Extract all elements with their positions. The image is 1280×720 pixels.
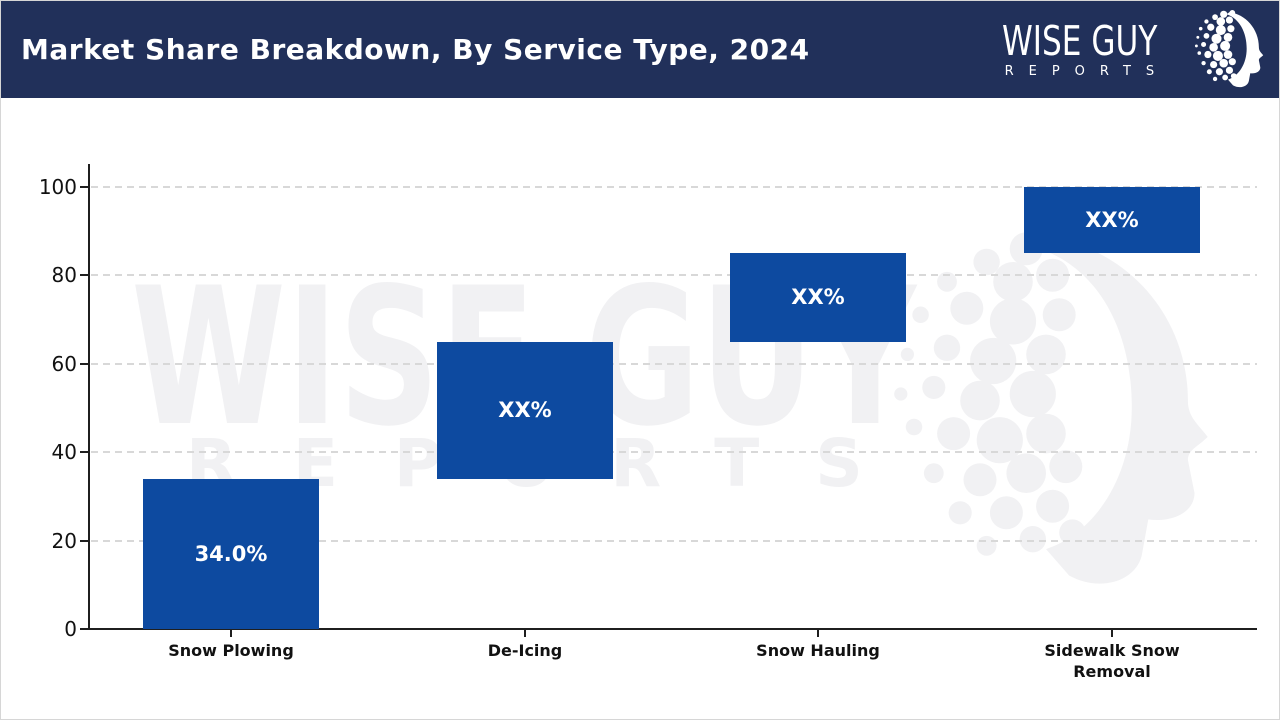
category-label-sidewalk-snow-removal: Sidewalk Snow Removal — [1044, 641, 1180, 681]
gridline — [91, 539, 1257, 542]
bar-de-icing: XX% — [437, 341, 613, 479]
logo-text: WISE GUY REPORTS — [1001, 16, 1206, 79]
gridline — [91, 186, 1257, 188]
wise-guy-logo: WISE GUY REPORTS — [1002, 10, 1264, 89]
wise-guy-head-icon — [1194, 10, 1264, 88]
logo-subtext: REPORTS — [1004, 63, 1170, 79]
category-label-de-icing: De-Icing — [487, 641, 563, 660]
bar-value-label: XX% — [498, 398, 552, 423]
y-tick-mark — [80, 539, 88, 542]
y-tick-mark — [80, 274, 88, 277]
y-tick-mark — [80, 362, 88, 365]
y-tick-label: 80 — [51, 263, 77, 288]
y-tick-mark — [80, 186, 88, 188]
x-axis-line — [87, 628, 1257, 630]
x-tick-mark — [817, 630, 819, 637]
category-label-snow-hauling: Snow Hauling — [756, 641, 880, 660]
y-tick-mark — [80, 451, 88, 454]
bar-snow-hauling: XX% — [730, 253, 906, 342]
logo-wordmark: WISE GUY — [1001, 16, 1157, 65]
header: Market Share Breakdown, By Service Type,… — [1, 1, 1279, 98]
y-tick-mark — [80, 628, 88, 630]
bar-value-label: 34.0% — [194, 541, 268, 566]
bar-snow-plowing: 34.0% — [143, 478, 319, 629]
y-tick-label: 60 — [51, 351, 77, 376]
x-tick-mark — [524, 630, 526, 637]
y-axis-line — [88, 164, 90, 630]
y-tick-label: 40 — [51, 440, 77, 465]
category-label-snow-plowing: Snow Plowing — [168, 641, 294, 660]
y-tick-label: 20 — [51, 528, 77, 553]
gridline — [91, 274, 1257, 277]
gridline — [91, 362, 1257, 365]
x-tick-mark — [230, 630, 232, 637]
gridline — [91, 451, 1257, 454]
bar-value-label: XX% — [791, 285, 845, 310]
y-tick-label: 0 — [64, 617, 77, 641]
bar-value-label: XX% — [1085, 208, 1139, 233]
bar-sidewalk-snow-removal: XX% — [1024, 187, 1200, 254]
y-tick-label: 100 — [38, 175, 77, 199]
chart-title: Market Share Breakdown, By Service Type,… — [21, 33, 810, 66]
x-tick-mark — [1111, 630, 1113, 637]
